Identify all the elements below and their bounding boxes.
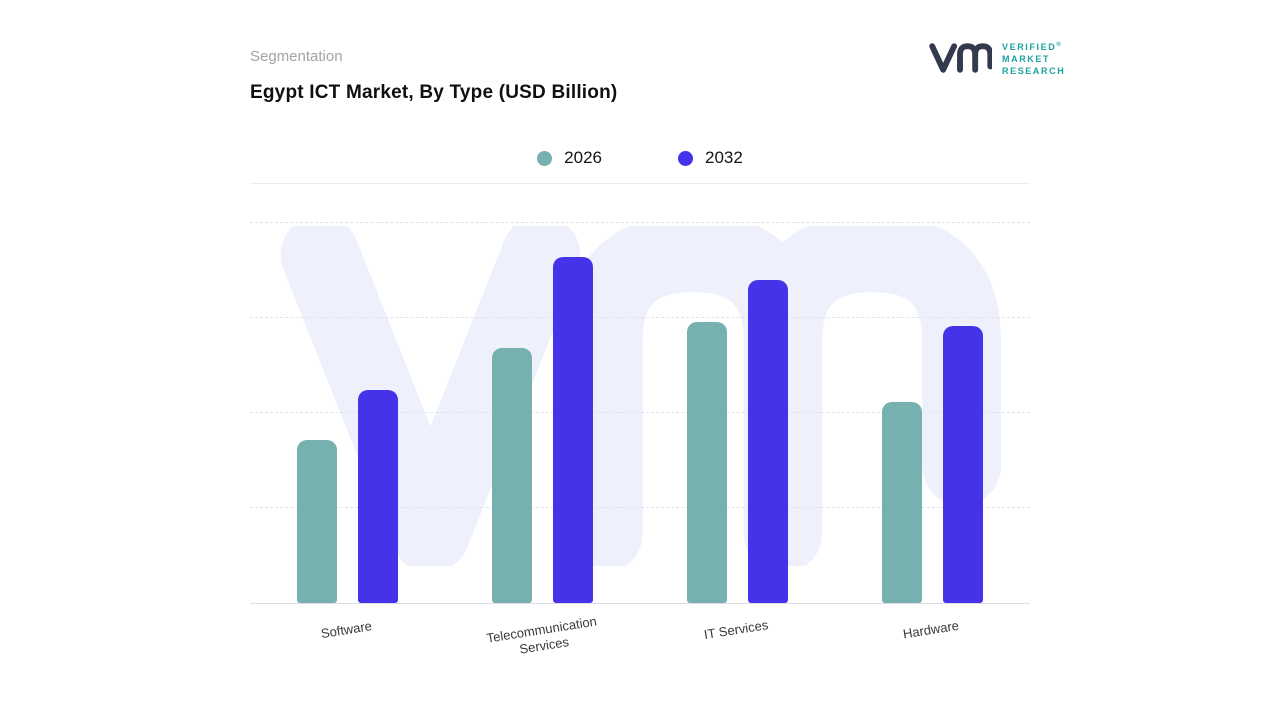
x-axis-label: Hardware: [902, 617, 961, 642]
x-axis-label-cell: Telecommunication Services: [445, 613, 640, 656]
vmr-logo-text: VERIFIED® MARKET RESEARCH: [1002, 39, 1065, 77]
bar-2032-hardware: [943, 325, 983, 603]
legend-swatch-2026: [537, 150, 553, 166]
segmentation-label: Segmentation: [250, 48, 343, 65]
x-axis-label-cell: Hardware: [835, 618, 1030, 654]
chart-legend: 2026 2032: [250, 148, 1030, 168]
legend-label-2026: 2026: [564, 148, 602, 167]
plot-area: [250, 184, 1030, 604]
legend-item-2026: 2026: [537, 148, 602, 168]
x-axis-label: Software: [319, 618, 373, 642]
bar-2026-telecommunication-services: [492, 348, 532, 603]
bar-group-it-services: [640, 184, 835, 603]
vmr-logo-mark-icon: [929, 43, 992, 73]
x-axis-label: Telecommunication Services: [485, 613, 598, 657]
bar-groups: [250, 184, 1030, 603]
x-axis-label-cell: IT Services: [640, 617, 835, 654]
legend-swatch-2032: [678, 150, 693, 166]
bar-group-telecommunication-services: [445, 184, 640, 603]
bar-2032-it-services: [748, 280, 788, 603]
bar-2032-software: [358, 390, 398, 603]
bar-2026-it-services: [687, 321, 727, 603]
logo-line-1: VERIFIED®: [1002, 39, 1065, 53]
logo-line-2: MARKET: [1002, 54, 1051, 64]
x-axis-label: IT Services: [703, 617, 770, 643]
bar-2032-telecommunication-services: [553, 257, 593, 603]
legend-item-2032: 2032: [678, 148, 743, 168]
vmr-logo: VERIFIED® MARKET RESEARCH: [928, 38, 1065, 78]
bar-2026-hardware: [882, 401, 922, 603]
bar-group-software: [250, 184, 445, 603]
registered-trademark: ®: [1056, 42, 1063, 48]
chart-title: Egypt ICT Market, By Type (USD Billion): [250, 82, 618, 103]
bar-group-hardware: [835, 184, 1030, 603]
gridline: [250, 222, 1030, 223]
bar-2026-software: [297, 439, 337, 603]
legend-label-2032: 2032: [705, 148, 743, 167]
logo-word-verified: VERIFIED: [1002, 42, 1057, 52]
x-axis-label-cell: Software: [250, 618, 445, 654]
x-axis-labels: Software Telecommunication Services IT Ser…: [250, 613, 1030, 656]
legend-divider: [250, 183, 1030, 184]
logo-line-3: RESEARCH: [1002, 66, 1066, 76]
